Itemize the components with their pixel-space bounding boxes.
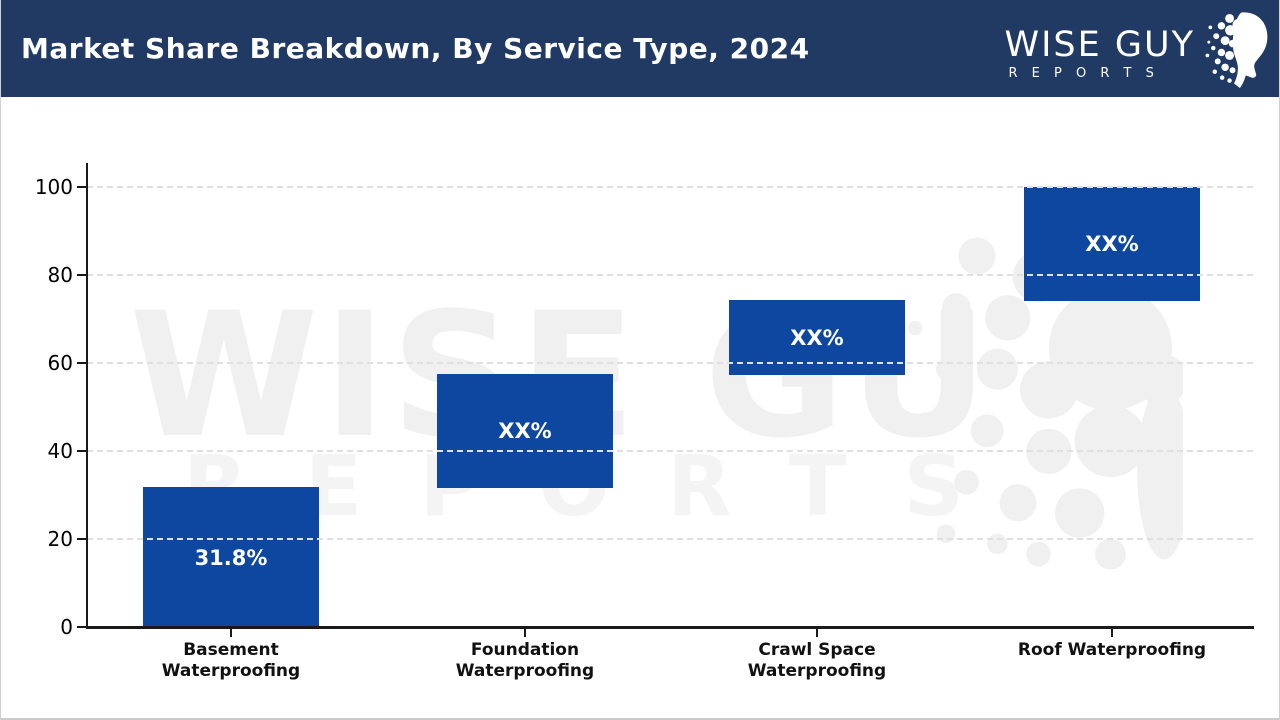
logo-subtitle: R E P O R T S bbox=[1008, 65, 1159, 81]
x-axis-line bbox=[86, 626, 1254, 629]
wiseguy-logo: WISE GUY R E P O R T S bbox=[1004, 8, 1271, 98]
bar-value-label: XX% bbox=[1085, 232, 1139, 257]
y-tick-mark bbox=[77, 450, 86, 452]
x-tick-mark bbox=[1111, 629, 1113, 637]
gridline bbox=[87, 274, 1253, 276]
x-axis-category-label: Crawl Space Waterproofing bbox=[747, 640, 887, 681]
y-tick-mark bbox=[77, 274, 86, 276]
header-bar: Market Share Breakdown, By Service Type,… bbox=[1, 0, 1279, 98]
gridline bbox=[87, 538, 1253, 540]
y-tick-mark bbox=[77, 362, 86, 364]
logo-text: WISE GUY R E P O R T S bbox=[1004, 26, 1195, 81]
x-tick-mark bbox=[816, 629, 818, 637]
waterfall-bar: XX% bbox=[437, 374, 613, 489]
page-title: Market Share Breakdown, By Service Type,… bbox=[21, 32, 810, 65]
bar-value-label: XX% bbox=[498, 419, 552, 444]
x-tick-mark bbox=[524, 629, 526, 637]
bar-value-label: 31.8% bbox=[194, 545, 268, 570]
y-tick-mark bbox=[77, 538, 86, 540]
gridline bbox=[87, 450, 1253, 452]
x-axis-category-label: Roof Waterproofing bbox=[1017, 640, 1207, 660]
x-axis-category-label: Basement Waterproofing bbox=[161, 640, 301, 681]
bar-value-label: XX% bbox=[790, 325, 844, 350]
y-tick-mark bbox=[77, 626, 86, 628]
y-tick-mark bbox=[77, 186, 86, 188]
y-tick-label: 20 bbox=[47, 527, 73, 551]
y-tick-label: 0 bbox=[60, 615, 73, 639]
x-axis-category-label: Foundation Waterproofing bbox=[455, 640, 595, 681]
y-tick-label: 100 bbox=[34, 175, 73, 199]
gridline bbox=[87, 186, 1253, 188]
waterfall-bar: 31.8% bbox=[143, 487, 319, 628]
y-axis-line bbox=[86, 163, 88, 629]
logo-wordmark: WISE GUY bbox=[1004, 24, 1195, 65]
gridline bbox=[87, 362, 1253, 364]
chart-area: WISE GU R E P O R T S 02040608010031.8%B… bbox=[1, 97, 1279, 720]
wiseguy-head-icon bbox=[1197, 8, 1271, 98]
y-tick-label: 80 bbox=[47, 263, 73, 287]
waterfall-bar: XX% bbox=[1024, 187, 1200, 302]
y-tick-label: 40 bbox=[47, 439, 73, 463]
y-tick-label: 60 bbox=[47, 351, 73, 375]
x-tick-mark bbox=[230, 629, 232, 637]
